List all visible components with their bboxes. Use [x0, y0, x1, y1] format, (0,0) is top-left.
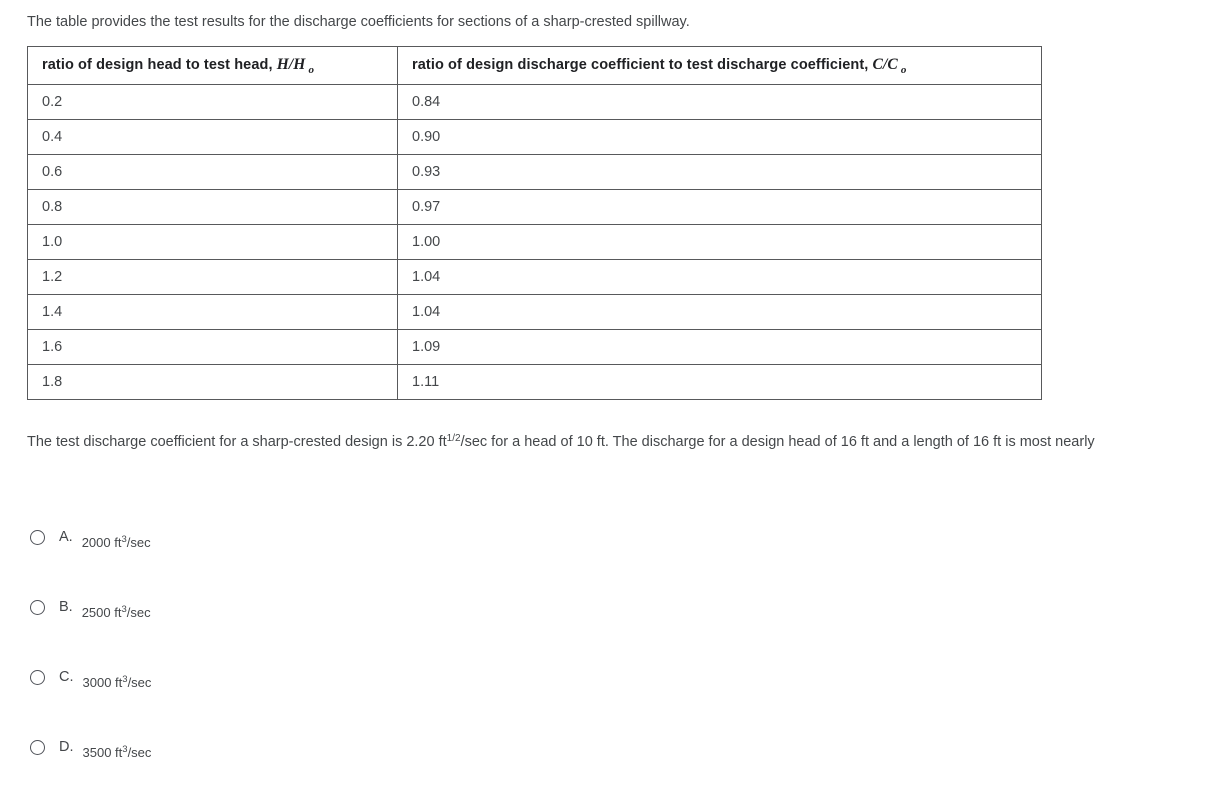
- option-unit: /sec: [126, 605, 151, 620]
- option-text: 2500 ft3/sec: [82, 598, 151, 622]
- option-letter: C.: [59, 669, 74, 685]
- option-value: 3500 ft: [82, 745, 123, 760]
- question-exponent: 1/2: [446, 433, 461, 444]
- radio-button[interactable]: [30, 670, 45, 685]
- option-exponent: 3: [121, 534, 127, 545]
- option-row[interactable]: A. 2000 ft3/sec: [30, 528, 530, 598]
- option-unit: /sec: [126, 535, 151, 550]
- option-value: 2000 ft: [81, 535, 122, 550]
- radio-button[interactable]: [30, 530, 45, 545]
- option-text: 3500 ft3/sec: [83, 738, 152, 762]
- cell-head-ratio: 0.6: [27, 154, 398, 190]
- column-header-head-ratio-subscript: o: [308, 63, 315, 76]
- question-page: The table provides the test results for …: [27, 14, 1189, 760]
- table-row: 1.2 1.04: [27, 259, 1042, 295]
- option-exponent: 3: [121, 604, 127, 615]
- option-letter: D.: [59, 739, 74, 755]
- option-value: 2500 ft: [81, 605, 122, 620]
- table-row: 1.8 1.11: [27, 364, 1042, 400]
- cell-coef-ratio: 1.04: [397, 259, 1042, 295]
- cell-head-ratio: 0.2: [27, 84, 398, 120]
- cell-head-ratio: 1.0: [27, 224, 398, 260]
- option-text: 2000 ft3/sec: [82, 528, 151, 552]
- column-header-coef-ratio: ratio of design discharge coefficient to…: [397, 46, 1042, 85]
- table-row: 0.2 0.84: [27, 84, 1042, 120]
- column-header-coef-ratio-symbol: C/C: [872, 55, 898, 73]
- table-row: 0.8 0.97: [27, 189, 1042, 225]
- table-row: 1.0 1.00: [27, 224, 1042, 260]
- option-exponent: 3: [122, 674, 128, 685]
- option-row[interactable]: C. 3000 ft3/sec: [30, 668, 530, 738]
- cell-coef-ratio: 1.00: [397, 224, 1042, 260]
- cell-coef-ratio: 0.90: [397, 119, 1042, 155]
- cell-head-ratio: 1.2: [27, 259, 398, 295]
- cell-coef-ratio: 0.97: [397, 189, 1042, 225]
- cell-coef-ratio: 1.09: [397, 329, 1042, 365]
- cell-head-ratio: 0.8: [27, 189, 398, 225]
- question-text-part1: The test discharge coefficient for a sha…: [27, 434, 447, 450]
- option-exponent: 3: [122, 744, 128, 755]
- cell-head-ratio: 1.8: [27, 364, 398, 400]
- cell-head-ratio: 1.4: [27, 294, 398, 330]
- column-header-coef-ratio-subscript: o: [900, 63, 907, 76]
- option-unit: /sec: [127, 745, 152, 760]
- table-row: 1.6 1.09: [27, 329, 1042, 365]
- radio-button[interactable]: [30, 740, 45, 755]
- option-letter: B.: [59, 599, 73, 615]
- column-header-head-ratio: ratio of design head to test head, H/H o: [27, 46, 398, 85]
- cell-coef-ratio: 0.84: [397, 84, 1042, 120]
- cell-coef-ratio: 1.11: [397, 364, 1042, 400]
- discharge-coefficient-table: ratio of design head to test head, H/H o …: [27, 46, 1042, 400]
- cell-coef-ratio: 0.93: [397, 154, 1042, 190]
- table-head: ratio of design head to test head, H/H o …: [27, 46, 1042, 85]
- table-row: 0.4 0.90: [27, 119, 1042, 155]
- radio-button[interactable]: [30, 600, 45, 615]
- cell-head-ratio: 0.4: [27, 119, 398, 155]
- option-unit: /sec: [127, 675, 152, 690]
- table-body: 0.2 0.84 0.4 0.90 0.6 0.93 0.8 0.97 1.0 1.00 1.2 1.…: [27, 84, 1042, 400]
- column-header-head-ratio-symbol: H/H: [276, 55, 306, 73]
- cell-head-ratio: 1.6: [27, 329, 398, 365]
- option-row[interactable]: D. 3500 ft3/sec: [30, 738, 530, 808]
- option-row[interactable]: B. 2500 ft3/sec: [30, 598, 530, 668]
- question-text-part2: /sec for a head of 10 ft. The discharge …: [460, 434, 1095, 450]
- question-paragraph: The test discharge coefficient for a sha…: [27, 428, 1189, 453]
- option-letter: A.: [59, 529, 73, 545]
- column-header-coef-ratio-text: ratio of design discharge coefficient to…: [412, 56, 873, 73]
- option-text: 3000 ft3/sec: [83, 668, 152, 692]
- cell-coef-ratio: 1.04: [397, 294, 1042, 330]
- table-row: 0.6 0.93: [27, 154, 1042, 190]
- intro-paragraph: The table provides the test results for …: [27, 14, 690, 30]
- answer-options: A. 2000 ft3/sec B. 2500 ft3/sec C. 3000 ft3/s…: [30, 528, 530, 808]
- column-header-head-ratio-text: ratio of design head to test head,: [42, 56, 277, 73]
- table-header-row: ratio of design head to test head, H/H o …: [27, 46, 1042, 85]
- option-value: 3000 ft: [82, 675, 123, 690]
- table-row: 1.4 1.04: [27, 294, 1042, 330]
